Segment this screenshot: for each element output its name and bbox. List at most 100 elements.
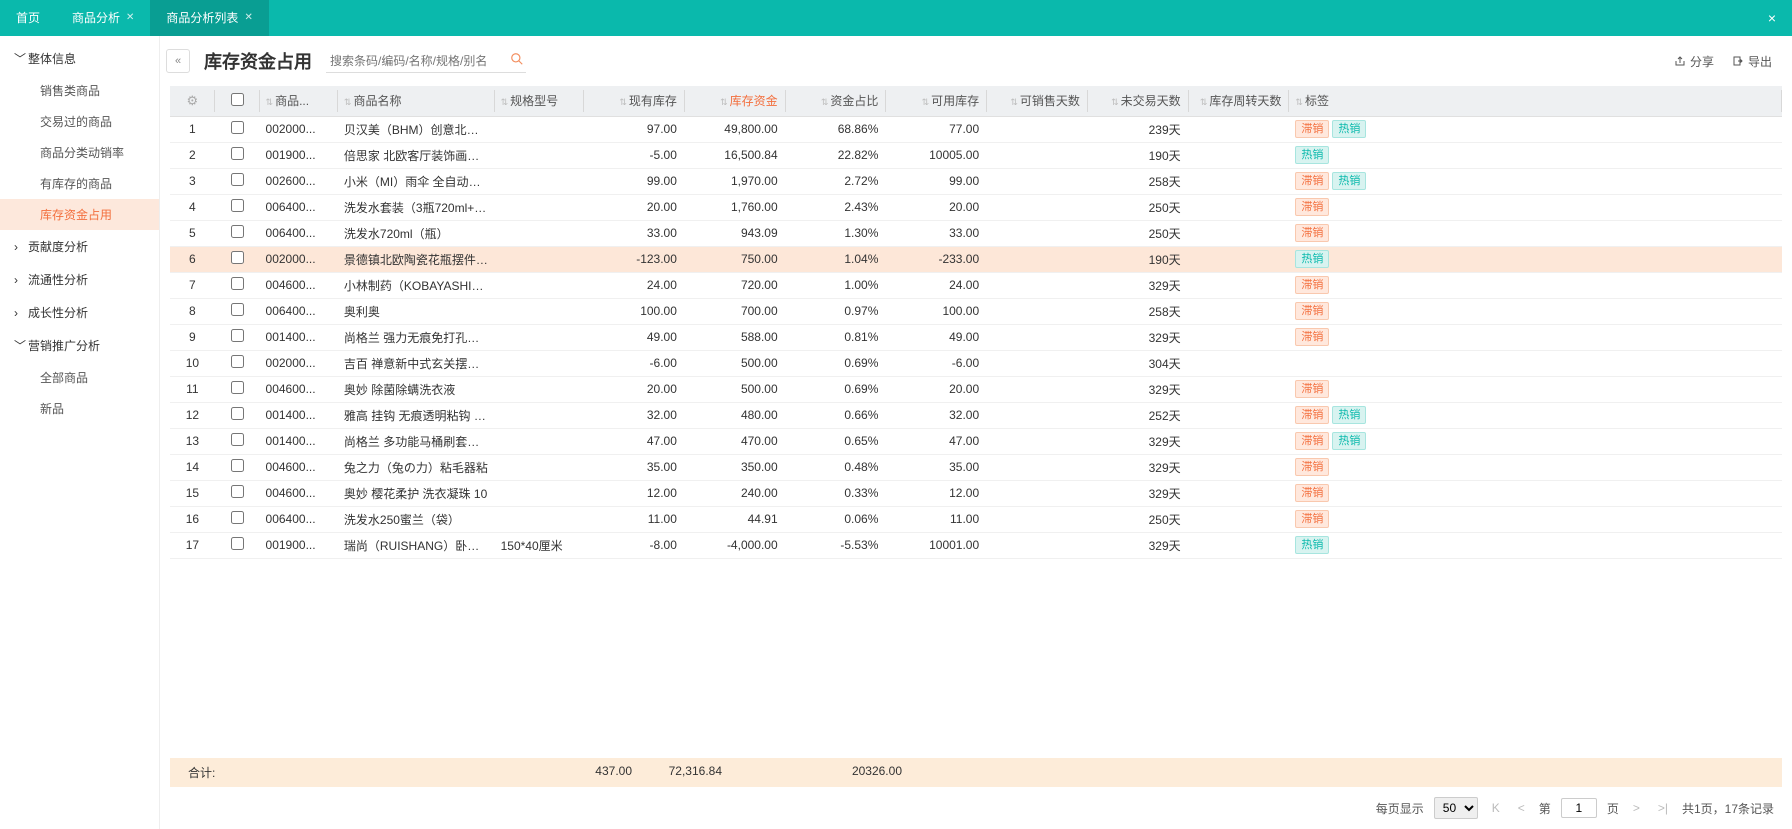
row-checkbox[interactable] [231, 251, 244, 264]
page-input[interactable] [1561, 798, 1597, 818]
table-row[interactable]: 16006400...洗发水250蜜兰（袋）11.0044.910.06%11.… [170, 506, 1782, 532]
row-checkbox[interactable] [231, 511, 244, 524]
cell-avail: 33.00 [886, 220, 987, 246]
select-all-checkbox[interactable] [231, 93, 244, 106]
table-header-avail[interactable]: 可用库存 [886, 86, 987, 116]
row-checkbox[interactable] [231, 329, 244, 342]
collapse-sidebar-button[interactable]: « [166, 49, 190, 73]
cell-chk [215, 350, 260, 376]
table-row[interactable]: 17001900...瑞尚（RUISHANG）卧室印150*40厘米-8.00-… [170, 532, 1782, 558]
table-row[interactable]: 3002600...小米（MI）雨伞 全自动折叠99.001,970.002.7… [170, 168, 1782, 194]
cell-spec [495, 376, 585, 402]
cell-pct: 0.97% [786, 298, 887, 324]
table-row[interactable]: 13001400...尚格兰 多功能马桶刷套装 马47.00470.000.65… [170, 428, 1782, 454]
cell-code: 004600... [260, 272, 338, 298]
sidebar-item[interactable]: 全部商品 [0, 362, 159, 393]
table-row[interactable]: 11004600...奥妙 除菌除螨洗衣液20.00500.000.69%20.… [170, 376, 1782, 402]
cell-avail: 20.00 [886, 194, 987, 220]
cell-name: 洗发水250蜜兰（袋） [338, 506, 495, 532]
row-checkbox[interactable] [231, 303, 244, 316]
sidebar-group-header[interactable]: ›贡献度分析 [0, 230, 159, 263]
table-header-pct[interactable]: 资金占比 [786, 86, 887, 116]
cell-avail: 32.00 [886, 402, 987, 428]
sidebar-item[interactable]: 销售类商品 [0, 75, 159, 106]
table-row[interactable]: 9001400...尚格兰 强力无痕免打孔浴室49.00588.000.81%4… [170, 324, 1782, 350]
search-icon[interactable] [510, 52, 524, 69]
sidebar-item[interactable]: 交易过的商品 [0, 106, 159, 137]
gear-icon[interactable]: ⚙ [187, 93, 199, 108]
cell-gear: 6 [170, 246, 215, 272]
share-button[interactable]: 分享 [1674, 53, 1714, 70]
table-row[interactable]: 6002000...景德镇北欧陶瓷花瓶摆件 仿-123.00750.001.04… [170, 246, 1782, 272]
row-checkbox[interactable] [231, 355, 244, 368]
table-header-code[interactable]: 商品... [260, 86, 338, 116]
sidebar-item[interactable]: 库存资金占用 [0, 199, 159, 230]
table-header-spec[interactable]: 规格型号 [495, 86, 585, 116]
sidebar-group-header[interactable]: ﹀营销推广分析 [0, 329, 159, 362]
table-row[interactable]: 10002000...吉百 禅意新中式玄关摆件客-6.00500.000.69%… [170, 350, 1782, 376]
table-header-stock[interactable]: 现有库存 [584, 86, 685, 116]
table-row[interactable]: 14004600...兔之力（兔の力）粘毛器粘35.00350.000.48%3… [170, 454, 1782, 480]
cell-pct: 0.69% [786, 376, 887, 402]
sidebar-item[interactable]: 新品 [0, 393, 159, 424]
table-header-tags[interactable]: 标签 [1289, 86, 1782, 116]
table-row[interactable]: 12001400...雅高 挂钩 无痕透明粘钩 强力32.00480.000.6… [170, 402, 1782, 428]
table-row[interactable]: 8006400...奥利奥100.00700.000.97%100.00258天… [170, 298, 1782, 324]
row-checkbox[interactable] [231, 433, 244, 446]
row-checkbox[interactable] [231, 121, 244, 134]
row-checkbox[interactable] [231, 485, 244, 498]
cell-turndays [1189, 194, 1290, 220]
close-all-button[interactable]: × [1760, 0, 1784, 36]
row-checkbox[interactable] [231, 173, 244, 186]
cell-stock: 20.00 [584, 376, 685, 402]
cell-fund: 16,500.84 [685, 142, 786, 168]
cell-pct: 2.43% [786, 194, 887, 220]
row-checkbox[interactable] [231, 225, 244, 238]
cell-spec [495, 272, 585, 298]
close-icon[interactable]: ✕ [126, 0, 134, 36]
row-checkbox[interactable] [231, 381, 244, 394]
table-header-selldays[interactable]: 可销售天数 [987, 86, 1088, 116]
table-header-name[interactable]: 商品名称 [338, 86, 495, 116]
table-row[interactable]: 1002000...贝汉美（BHM）创意北欧风97.0049,800.0068.… [170, 116, 1782, 142]
cell-turndays [1189, 168, 1290, 194]
sidebar-group-header[interactable]: ﹀整体信息 [0, 42, 159, 75]
sidebar-item[interactable]: 有库存的商品 [0, 168, 159, 199]
sidebar-group-header[interactable]: ›成长性分析 [0, 296, 159, 329]
table-row[interactable]: 15004600...奥妙 樱花柔护 洗衣凝珠 1012.00240.000.3… [170, 480, 1782, 506]
next-page-button[interactable]: > [1629, 801, 1644, 815]
cell-fund: 700.00 [685, 298, 786, 324]
row-checkbox[interactable] [231, 407, 244, 420]
cell-tags: 滞销 [1289, 194, 1782, 220]
last-page-button[interactable]: >| [1654, 801, 1672, 815]
row-checkbox[interactable] [231, 459, 244, 472]
table-row[interactable]: 4006400...洗发水套装（3瓶720ml+1）20.001,760.002… [170, 194, 1782, 220]
cell-stock: 32.00 [584, 402, 685, 428]
table-row[interactable]: 7004600...小林制药（KOBAYASHI）日24.00720.001.0… [170, 272, 1782, 298]
top-tab[interactable]: 商品分析✕ [56, 0, 150, 36]
sidebar-item[interactable]: 商品分类动销率 [0, 137, 159, 168]
table-header-notrade[interactable]: 未交易天数 [1088, 86, 1189, 116]
sidebar-group-header[interactable]: ›流通性分析 [0, 263, 159, 296]
search-input[interactable] [326, 50, 526, 73]
row-checkbox[interactable] [231, 147, 244, 160]
prev-page-button[interactable]: < [1514, 801, 1529, 815]
table-header-row: ⚙ 商品...商品名称规格型号现有库存库存资金资金占比可用库存可销售天数未交易天数… [170, 86, 1782, 116]
cell-code: 001400... [260, 324, 338, 350]
row-checkbox[interactable] [231, 199, 244, 212]
first-page-button[interactable]: K [1488, 801, 1504, 815]
chevron-icon: › [14, 273, 24, 287]
per-page-select[interactable]: 50 [1434, 797, 1478, 819]
top-tab[interactable]: 首页 [0, 0, 56, 36]
close-icon[interactable]: ✕ [244, 0, 252, 36]
export-button[interactable]: 导出 [1732, 53, 1772, 70]
cell-notrade: 329天 [1088, 376, 1189, 402]
top-tab[interactable]: 商品分析列表✕ [150, 0, 268, 36]
table-row[interactable]: 5006400...洗发水720ml（瓶）33.00943.091.30%33.… [170, 220, 1782, 246]
table-row[interactable]: 2001900...倍思家 北欧客厅装饰画卧室-5.0016,500.8422.… [170, 142, 1782, 168]
row-checkbox[interactable] [231, 537, 244, 550]
row-checkbox[interactable] [231, 277, 244, 290]
cell-name: 小林制药（KOBAYASHI）日 [338, 272, 495, 298]
table-header-fund[interactable]: 库存资金 [685, 86, 786, 116]
table-header-turndays[interactable]: 库存周转天数 [1189, 86, 1290, 116]
